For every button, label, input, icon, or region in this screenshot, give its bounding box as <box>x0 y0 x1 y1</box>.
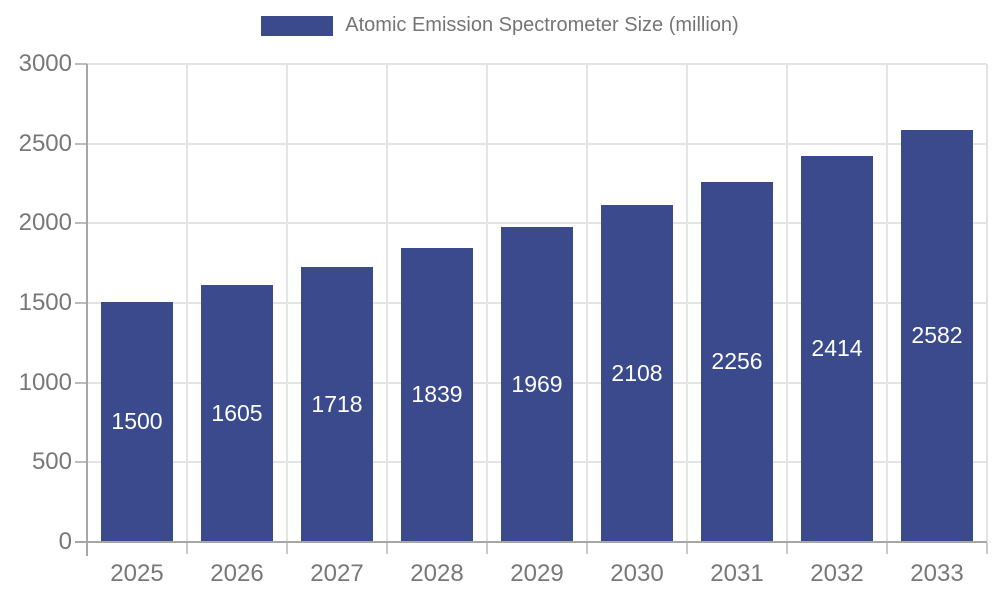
x-axis-tick <box>986 543 988 554</box>
x-axis-tick <box>886 543 888 554</box>
bar[interactable]: 2256 <box>701 181 773 541</box>
bar-value-label: 2414 <box>811 335 863 362</box>
bar-value-label: 2582 <box>911 321 963 348</box>
x-axis-label: 2026 <box>210 560 264 587</box>
x-grid-line <box>486 64 488 542</box>
legend-swatch-icon <box>261 15 334 36</box>
y-grid-line <box>87 142 987 145</box>
x-axis-label: 2031 <box>710 560 764 587</box>
y-axis-tick <box>75 302 87 304</box>
y-axis-tick <box>75 461 87 464</box>
x-axis-label: 2028 <box>410 560 464 587</box>
bar-value-label: 2108 <box>611 359 663 386</box>
bar-value-label: 2256 <box>711 347 763 374</box>
x-axis-tick <box>386 543 388 554</box>
y-axis-label: 500 <box>31 448 72 476</box>
x-axis-line <box>75 541 987 543</box>
plot-area: 1500 1605 1718 1839 1969 2108 2256 2414 2582 <box>75 63 988 556</box>
x-grid-line <box>686 64 688 542</box>
y-axis-label: 1000 <box>18 368 72 396</box>
x-grid-line <box>186 64 188 542</box>
x-axis-tick <box>186 543 188 554</box>
x-grid-line <box>386 64 388 542</box>
bar-value-label: 1839 <box>411 381 463 407</box>
x-axis-label: 2027 <box>310 560 364 587</box>
legend-label: Atomic Emission Spectrometer Size (milli… <box>345 14 739 36</box>
y-axis-label: 3000 <box>18 50 72 77</box>
y-axis-label: 2500 <box>18 129 72 157</box>
bar[interactable]: 1718 <box>301 267 373 541</box>
bar[interactable]: 1500 <box>101 302 173 541</box>
x-grid-line <box>586 64 588 542</box>
bar[interactable]: 2108 <box>601 205 673 541</box>
x-axis-label: 2030 <box>610 560 664 587</box>
x-axis-tick <box>786 543 788 554</box>
x-grid-line <box>786 64 788 542</box>
y-axis-tick <box>75 142 87 145</box>
bar-value-label: 1718 <box>311 390 363 417</box>
x-grid-line <box>986 64 988 542</box>
x-axis-label: 2032 <box>810 560 864 587</box>
x-grid-line <box>286 64 288 542</box>
bar-value-label: 1500 <box>111 408 163 434</box>
chart-legend: Atomic Emission Spectrometer Size (milli… <box>0 14 1000 37</box>
x-axis-label: 2025 <box>110 560 164 587</box>
x-axis-tick <box>286 543 288 554</box>
y-axis-tick <box>75 63 87 65</box>
y-axis-label: 1500 <box>18 289 72 316</box>
x-grid-line <box>886 64 888 542</box>
bar-value-label: 1969 <box>511 370 563 397</box>
y-axis-tick <box>75 381 87 384</box>
x-axis-label: 2033 <box>910 560 964 587</box>
y-grid-line <box>87 63 987 65</box>
y-axis-label: 2000 <box>18 209 72 237</box>
bar[interactable]: 1839 <box>401 248 473 541</box>
bar[interactable]: 1969 <box>501 227 573 541</box>
bar-value-label: 1605 <box>211 399 263 426</box>
x-axis-tick <box>486 543 488 554</box>
y-axis-line <box>86 64 88 556</box>
y-axis-tick <box>75 222 87 225</box>
bar[interactable]: 2582 <box>901 129 973 541</box>
legend-item[interactable]: Atomic Emission Spectrometer Size (milli… <box>261 14 739 37</box>
x-axis-tick <box>586 543 588 554</box>
bar[interactable]: 2414 <box>801 156 873 541</box>
x-axis-tick <box>686 543 688 554</box>
bar[interactable]: 1605 <box>201 285 273 541</box>
y-axis-label: 0 <box>58 528 72 555</box>
y-grid-line <box>87 222 987 225</box>
x-axis-label: 2029 <box>510 560 564 587</box>
